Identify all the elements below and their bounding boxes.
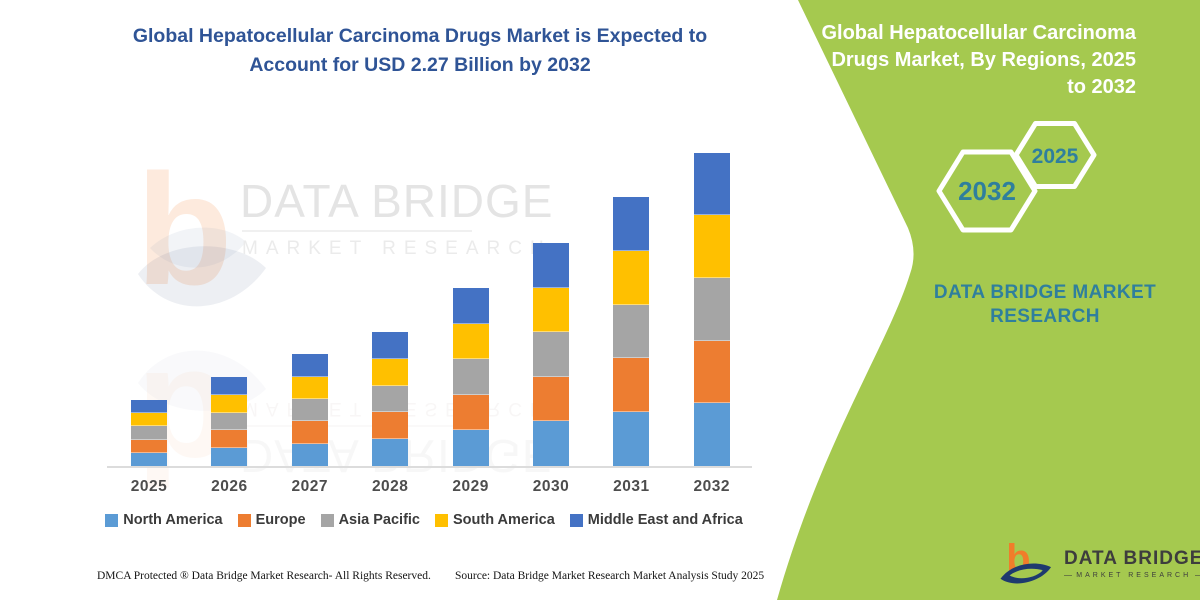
bar-segment-south-america: [372, 358, 409, 386]
legend-swatch: [105, 513, 119, 527]
bar-segment-middle-east-and-africa: [291, 354, 328, 377]
bar-segment-north-america: [211, 448, 248, 466]
legend-item-south-america: South America: [435, 512, 555, 528]
bar-segment-north-america: [613, 412, 650, 466]
stacked-bar-2028: [372, 332, 409, 466]
company-logo: b DATA BRIDGE MARKET RESEARCH: [998, 536, 1200, 590]
bar-segment-south-america: [533, 287, 569, 333]
legend-label: Europe: [255, 512, 306, 528]
bar-segment-europe: [452, 394, 489, 431]
bar-segment-asia-pacific: [533, 332, 569, 377]
bar-segment-north-america: [452, 430, 489, 466]
panel-title-line-2: Drugs Market, By Regions, 2025: [831, 49, 1136, 71]
legend-item-asia-pacific: Asia Pacific: [320, 512, 420, 528]
bar-segment-europe: [211, 430, 248, 449]
x-axis-label-2026: 2026: [211, 478, 248, 495]
legend-item-north-america: North America: [105, 512, 223, 528]
bar-segment-middle-east-and-africa: [613, 196, 650, 251]
bar-segment-asia-pacific: [211, 412, 248, 431]
stacked-bar-2029: [452, 288, 489, 466]
x-axis-label-2031: 2031: [613, 478, 650, 495]
bar-segment-asia-pacific: [291, 398, 328, 422]
bar-segment-asia-pacific: [131, 426, 167, 440]
bar-segment-south-america: [693, 215, 730, 279]
stacked-bar-2030: [533, 243, 569, 466]
bar-segment-europe: [372, 412, 409, 440]
stacked-bar-2026: [211, 377, 248, 466]
legend-swatch: [435, 513, 448, 527]
bar-segment-south-america: [291, 376, 328, 399]
legend-label: North America: [123, 512, 223, 528]
bar-segment-asia-pacific: [693, 278, 730, 341]
legend-label: Middle East and Africa: [587, 512, 743, 528]
legend-item-europe: Europe: [237, 512, 306, 528]
x-axis-label-2030: 2030: [532, 478, 570, 495]
company-logo-brand: DATA BRIDGE: [1064, 547, 1200, 569]
bar-segment-north-america: [291, 443, 328, 466]
bar-segment-middle-east-and-africa: [533, 243, 569, 288]
bar-segment-middle-east-and-africa: [131, 399, 167, 414]
x-axis-label-2029: 2029: [452, 478, 489, 495]
hexagon-2032-label: 2032: [958, 176, 1016, 206]
bar-segment-europe: [613, 358, 650, 413]
page-title-line-1: Global Hepatocellular Carcinoma Drugs Ma…: [132, 25, 708, 47]
hexagon-2025-label: 2025: [1032, 145, 1079, 168]
panel-title-line-3: to 2032: [1067, 76, 1136, 98]
bar-segment-south-america: [211, 394, 248, 413]
bar-segment-europe: [533, 376, 569, 422]
footer-dmca-text: DMCA Protected ® Data Bridge Market Rese…: [97, 570, 431, 582]
footer-source-text: Source: Data Bridge Market Research Mark…: [455, 570, 765, 582]
panel-brand-line-1: DATA BRIDGE MARKET: [933, 282, 1157, 303]
panel-brand-line-2: RESEARCH: [990, 305, 1100, 327]
bar-segment-asia-pacific: [372, 385, 409, 413]
legend-label: Asia Pacific: [338, 512, 420, 528]
x-axis-label-2025: 2025: [130, 478, 168, 495]
legend-swatch: [569, 513, 583, 527]
page-title: Global Hepatocellular Carcinoma Drugs Ma…: [70, 22, 770, 81]
bar-segment-europe: [291, 421, 328, 444]
bar-segment-europe: [131, 439, 167, 453]
x-axis-label-2028: 2028: [371, 478, 409, 495]
logo-rule-left: [1064, 574, 1073, 576]
stacked-bar-2031: [613, 196, 650, 466]
logo-rule-right: [1195, 574, 1200, 576]
bar-segment-north-america: [533, 421, 569, 466]
bar-segment-middle-east-and-africa: [693, 152, 730, 216]
bar-segment-north-america: [372, 439, 409, 466]
legend-swatch: [320, 513, 334, 527]
bar-segment-asia-pacific: [613, 304, 650, 359]
bar-segment-europe: [693, 340, 730, 404]
stacked-bar-2032: [693, 152, 730, 466]
bar-segment-middle-east-and-africa: [452, 288, 489, 324]
company-logo-icon: b: [1000, 537, 1052, 584]
bar-segment-south-america: [131, 413, 167, 427]
x-axis-label-2032: 2032: [693, 478, 731, 495]
bar-segment-south-america: [452, 323, 489, 360]
forecast-hexagons: 2032 2025: [936, 121, 1097, 233]
company-logo-sub: MARKET RESEARCH: [1076, 571, 1192, 579]
bar-segment-north-america: [693, 403, 730, 466]
stacked-bar-2025: [131, 399, 167, 466]
bar-segment-south-america: [613, 250, 650, 305]
hexagon-2025: [1013, 121, 1097, 189]
stacked-bar-2027: [291, 354, 328, 466]
legend-label: South America: [453, 512, 555, 528]
bar-segment-asia-pacific: [452, 359, 489, 395]
bar-segment-middle-east-and-africa: [211, 377, 248, 395]
chart-legend: North America Europe Asia Pacific South Ame…: [88, 512, 760, 528]
bar-segment-middle-east-and-africa: [372, 332, 409, 359]
legend-item-middle-east-and-africa: Middle East and Africa: [569, 512, 743, 528]
panel-title-line-1: Global Hepatocellular Carcinoma: [821, 22, 1136, 44]
legend-swatch: [237, 513, 251, 527]
hexagon-2032: [936, 149, 1038, 233]
x-axis-label-2027: 2027: [291, 478, 329, 495]
green-panel-background: [777, 0, 1200, 600]
panel-title: Global Hepatocellular Carcinoma Drugs Ma…: [806, 20, 1136, 101]
bar-chart-plot-area: 2025 2026 2027 2028 2029 2030 2031 2032: [107, 145, 752, 495]
page-title-line-2: Account for USD 2.27 Billion by 2032: [249, 54, 591, 77]
panel-brand-text: DATA BRIDGE MARKET RESEARCH: [905, 281, 1185, 329]
bar-segment-north-america: [131, 452, 167, 466]
